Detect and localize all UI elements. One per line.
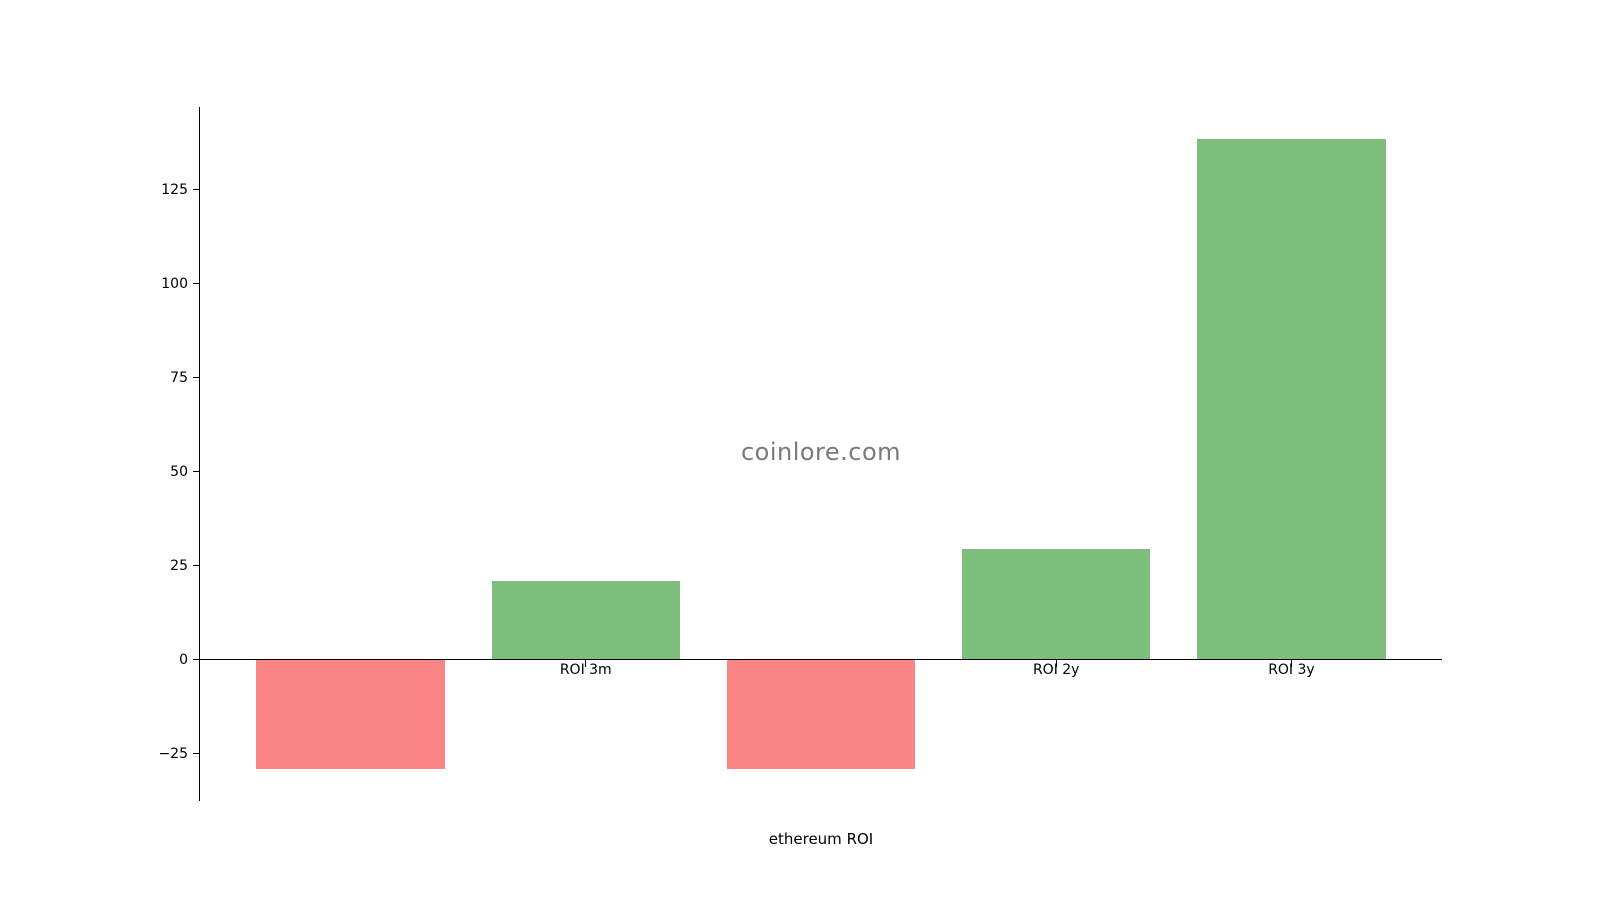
bar: [491, 580, 680, 660]
x-axis-label: ethereum ROI: [768, 830, 874, 848]
x-axis-zero-line: [198, 658, 1443, 661]
x-tick: [585, 660, 587, 667]
bar: [256, 659, 445, 770]
y-tick: [193, 189, 200, 191]
y-tick-label: 0: [179, 651, 188, 668]
bar: [1197, 138, 1386, 660]
y-tick: [193, 283, 200, 285]
y-tick-label: 100: [161, 275, 188, 292]
y-tick-label: 125: [161, 181, 188, 198]
x-tick: [1290, 660, 1293, 667]
y-tick-label: 75: [170, 369, 188, 386]
y-tick: [193, 471, 200, 473]
bar: [726, 659, 916, 770]
bar: [962, 549, 1151, 660]
watermark: coinlore.com: [740, 438, 902, 466]
y-tick-label: −25: [158, 745, 188, 762]
x-tick: [1055, 660, 1057, 667]
y-tick-label: 25: [170, 557, 188, 574]
x-tick-label: ROI 2y: [1032, 662, 1080, 678]
x-tick-label: ROI 3y: [1268, 662, 1315, 678]
y-axis-spine: [198, 107, 201, 801]
y-tick: [193, 377, 200, 379]
y-tick: [193, 752, 200, 755]
x-tick-label: ROI 3m: [559, 662, 612, 678]
y-tick-label: 50: [170, 463, 188, 480]
y-tick: [193, 565, 200, 567]
y-tick: [193, 658, 200, 661]
